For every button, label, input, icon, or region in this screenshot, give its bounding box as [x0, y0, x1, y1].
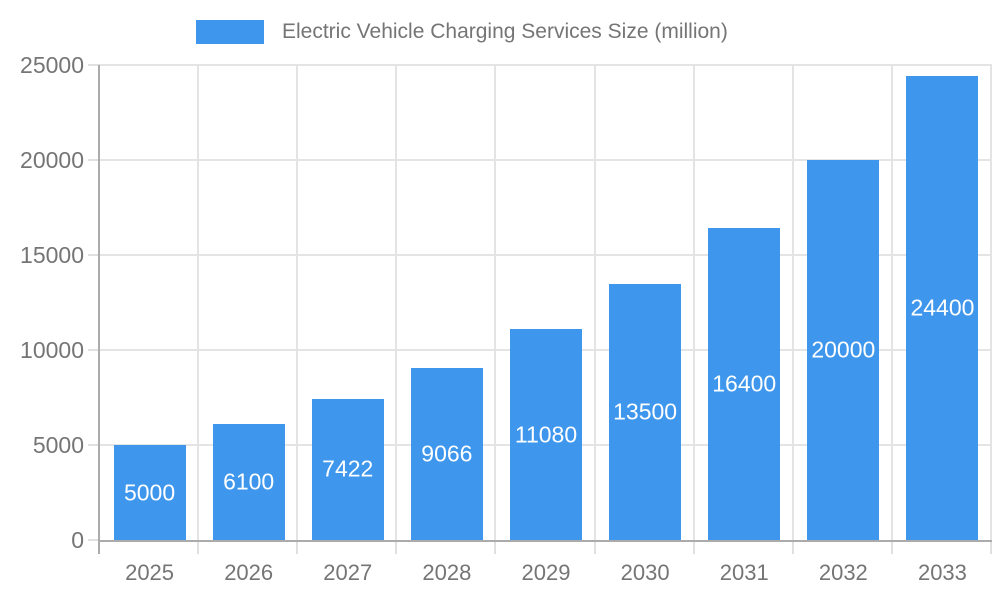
y-axis-tick	[88, 64, 100, 66]
x-axis-label-2025: 2025	[125, 560, 175, 585]
x-axis-tick	[890, 542, 893, 554]
x-axis-label-2027: 2027	[323, 560, 373, 585]
gridline-vertical	[990, 65, 992, 540]
y-axis-label: 5000	[32, 432, 84, 458]
gridline-vertical	[395, 65, 398, 540]
bar-value-label: 24400	[910, 294, 975, 321]
x-axis-label-2028: 2028	[422, 560, 472, 585]
y-axis-label: 15000	[20, 242, 84, 268]
gridline-vertical	[692, 65, 695, 540]
x-axis-tick	[593, 542, 596, 554]
bar-2029[interactable]: 11080	[510, 329, 582, 540]
y-axis-label: 10000	[20, 337, 84, 363]
x-axis-tick	[791, 542, 794, 554]
gridline-horizontal	[100, 254, 992, 256]
bar-2026[interactable]: 6100	[212, 424, 285, 540]
chart-legend[interactable]: Electric Vehicle Charging Services Size …	[196, 18, 728, 46]
y-axis-tick	[88, 444, 100, 446]
x-axis-line	[98, 540, 992, 542]
bar-value-label: 9066	[421, 440, 473, 467]
x-axis-label-2030: 2030	[620, 560, 670, 585]
gridline-horizontal	[100, 64, 992, 66]
bar-2027[interactable]: 7422	[311, 398, 384, 540]
gridline-vertical	[197, 65, 200, 540]
x-axis-tick	[990, 542, 992, 554]
x-axis-tick	[494, 542, 497, 554]
y-axis-tick	[88, 254, 100, 256]
x-axis-label-2029: 2029	[521, 560, 571, 585]
bar-value-label: 13500	[613, 398, 678, 425]
plot-area: 5000 6100 7422 9066 11080 13500 16400 20000 2440…	[100, 64, 992, 540]
x-axis-tick	[296, 542, 299, 554]
gridline-vertical	[494, 65, 497, 540]
gridline-vertical	[296, 65, 299, 540]
x-axis-tick	[395, 542, 398, 554]
y-axis-label: 0	[71, 527, 84, 553]
y-axis-line	[98, 65, 100, 554]
y-axis-tick	[88, 539, 100, 541]
bar-value-label: 7422	[322, 455, 374, 482]
bar-value-label: 5000	[123, 479, 176, 505]
bar-value-label: 6100	[223, 468, 275, 495]
gridline-vertical	[890, 65, 893, 540]
bar-value-label: 20000	[811, 336, 876, 363]
bar-2030[interactable]: 13500	[609, 283, 682, 540]
gridline-vertical	[593, 65, 596, 540]
bar-value-label: 16400	[712, 370, 777, 397]
y-axis-tick	[88, 159, 100, 161]
y-axis-label: 25000	[20, 52, 84, 78]
gridline-horizontal	[100, 159, 992, 161]
bar-2028[interactable]: 9066	[410, 367, 483, 540]
bar-2031[interactable]: 16400	[708, 228, 781, 540]
gridline-vertical	[791, 65, 794, 540]
legend-swatch[interactable]	[196, 20, 264, 44]
x-axis-tick	[692, 542, 695, 554]
bar-2033[interactable]: 24400	[906, 76, 979, 540]
y-axis-tick	[88, 349, 100, 351]
x-axis-label-2032: 2032	[818, 560, 868, 585]
bar-2032[interactable]: 20000	[807, 160, 880, 540]
y-axis-label: 20000	[20, 147, 84, 173]
bar-2025[interactable]: 5000	[113, 445, 186, 540]
bar-value-label: 11080	[514, 421, 578, 448]
legend-label: Electric Vehicle Charging Services Size …	[282, 20, 728, 43]
x-axis-label-2026: 2026	[224, 560, 274, 585]
x-axis-tick	[197, 542, 200, 554]
x-axis-label-2031: 2031	[719, 560, 769, 585]
x-axis-label-2033: 2033	[917, 560, 967, 585]
